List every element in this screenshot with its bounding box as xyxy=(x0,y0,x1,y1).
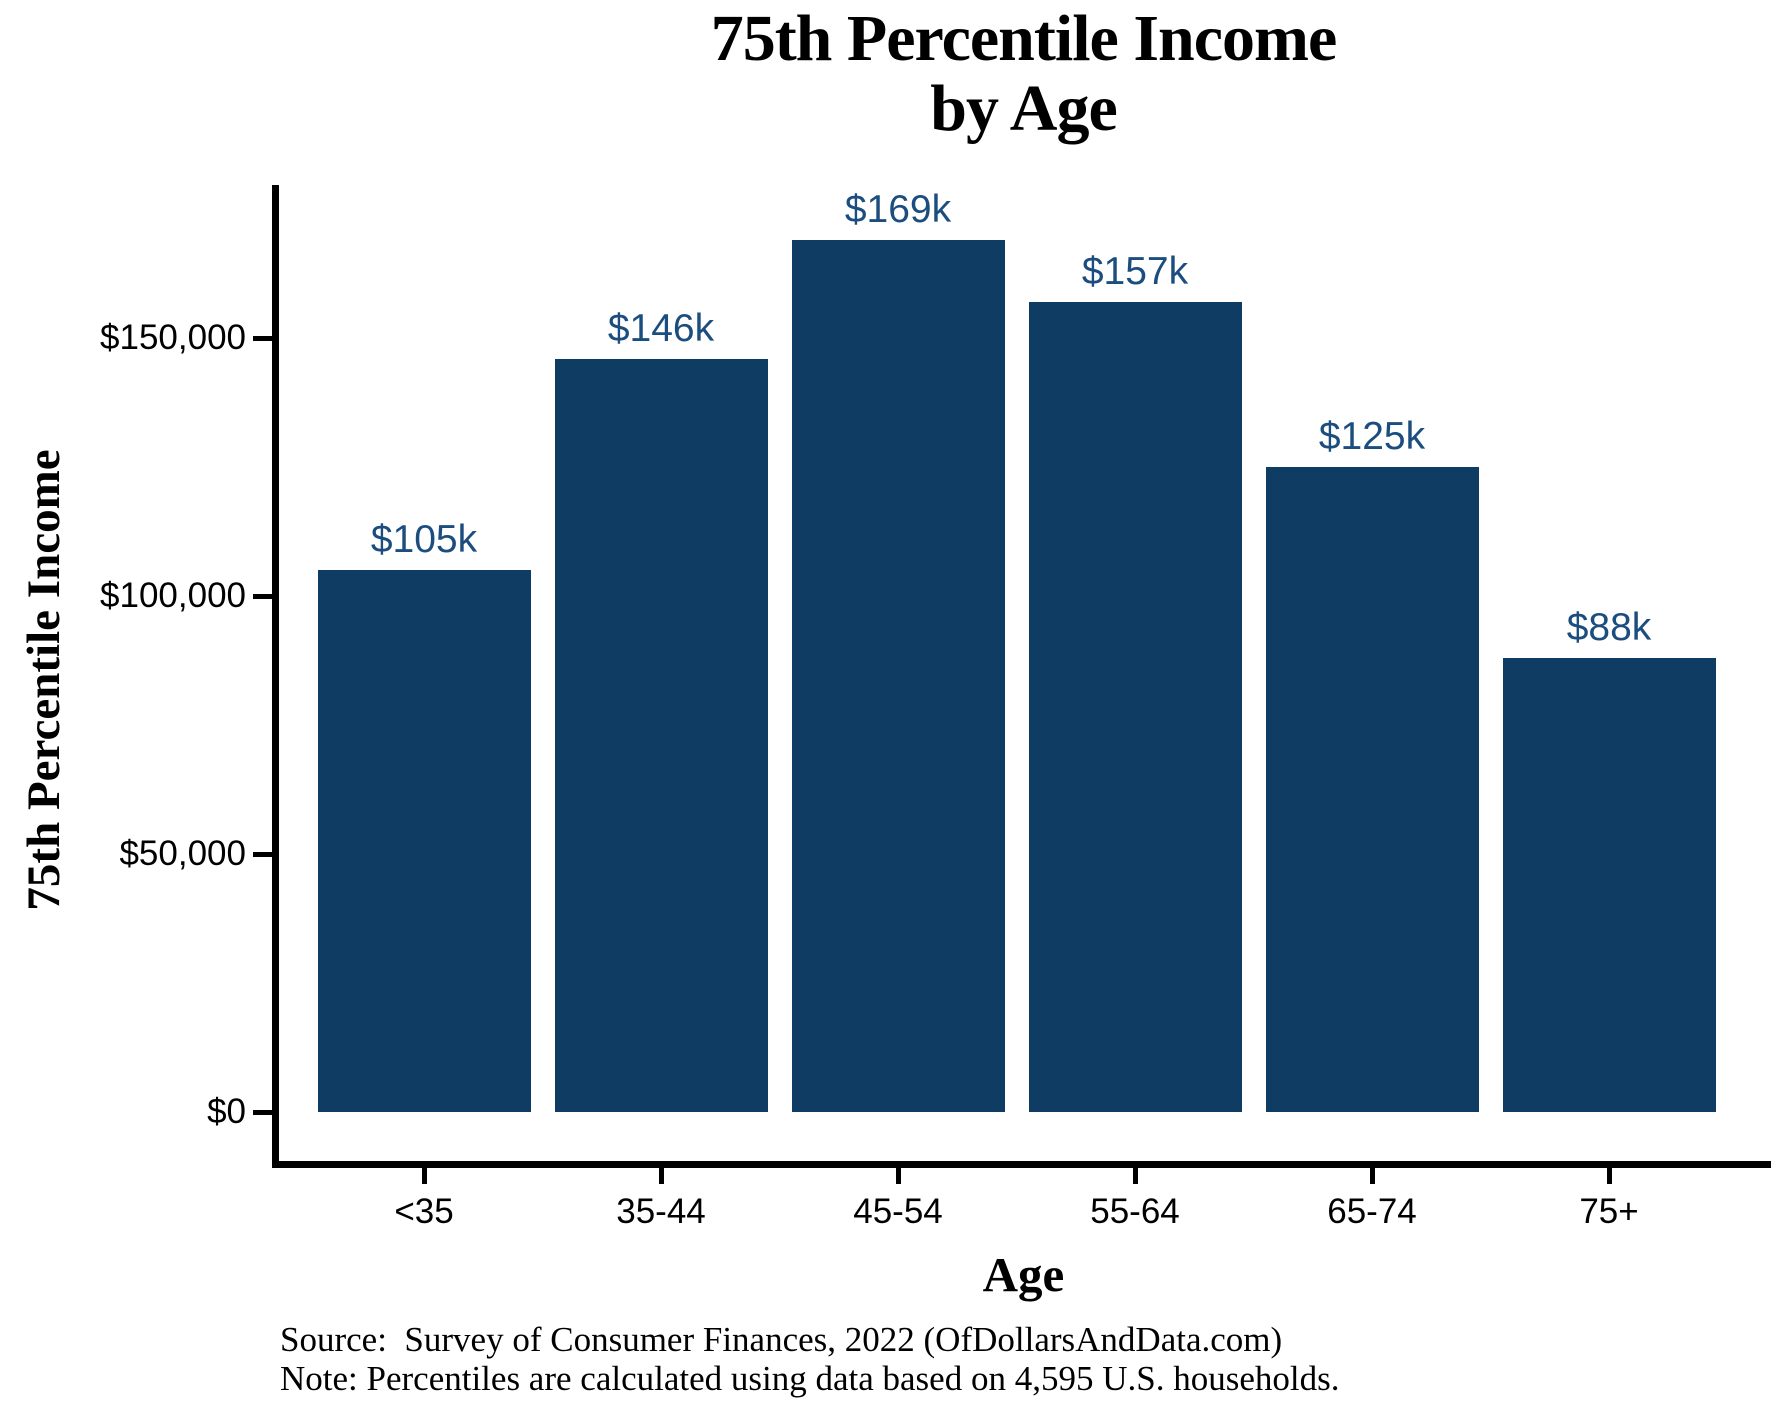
x-axis-tick xyxy=(1132,1168,1138,1184)
y-axis-tick xyxy=(253,851,272,857)
bar-value-label: $169k xyxy=(844,187,952,231)
bar-55-64 xyxy=(1028,301,1242,1112)
x-tick-label: 55-64 xyxy=(1090,1192,1180,1231)
x-tick-label: 75+ xyxy=(1579,1192,1639,1231)
y-axis-tick xyxy=(253,1109,272,1115)
bar-75+ xyxy=(1502,657,1716,1112)
x-axis-tick xyxy=(895,1168,901,1184)
chart-title-line-2: by Age xyxy=(930,72,1118,145)
y-tick-label: $100,000 xyxy=(100,576,246,615)
y-tick-label: $0 xyxy=(207,1092,246,1131)
y-tick-label: $50,000 xyxy=(119,834,246,873)
chart-title: 75th Percentile Income by Age xyxy=(278,4,1769,144)
x-axis-tick xyxy=(658,1168,664,1184)
x-axis-tick xyxy=(1606,1168,1612,1184)
x-tick-label: 45-54 xyxy=(853,1192,943,1231)
bar-<35 xyxy=(317,570,531,1112)
y-tick-label: $150,000 xyxy=(100,318,246,357)
y-axis-line xyxy=(272,185,279,1168)
bar-value-label: $146k xyxy=(607,306,715,350)
x-axis-line xyxy=(272,1161,1771,1168)
y-axis-tick xyxy=(253,335,272,341)
bar-value-label: $105k xyxy=(370,518,478,562)
bar-45-54 xyxy=(791,239,1005,1112)
x-tick-label: 65-74 xyxy=(1327,1192,1417,1231)
caption-source: Source: Survey of Consumer Finances, 202… xyxy=(280,1320,1283,1359)
bar-value-label: $157k xyxy=(1081,249,1189,293)
bar-65-74 xyxy=(1265,467,1479,1112)
x-tick-label: <35 xyxy=(394,1192,454,1231)
bar-value-label: $125k xyxy=(1318,415,1426,458)
caption-note: Note: Percentiles are calculated using d… xyxy=(280,1359,1340,1398)
y-axis-tick xyxy=(253,593,272,599)
x-axis-tick xyxy=(1369,1168,1375,1184)
x-axis-title: Age xyxy=(982,1247,1065,1302)
x-tick-label: 35-44 xyxy=(616,1192,706,1231)
bar-value-label: $88k xyxy=(1566,605,1652,649)
x-axis-tick xyxy=(421,1168,427,1184)
chart-title-line-1: 75th Percentile Income xyxy=(710,2,1338,75)
bar-35-44 xyxy=(554,358,768,1112)
